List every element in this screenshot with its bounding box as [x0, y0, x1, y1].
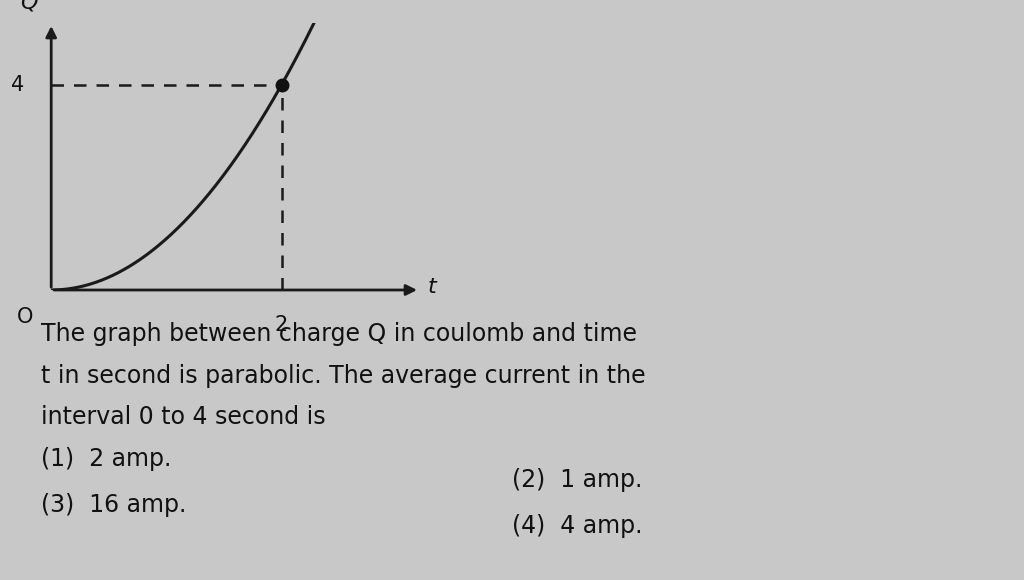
- Text: O: O: [17, 307, 34, 327]
- Text: (3)  16 amp.: (3) 16 amp.: [41, 493, 186, 517]
- Text: Q: Q: [20, 0, 38, 13]
- Text: The graph between charge Q in coulomb and time: The graph between charge Q in coulomb an…: [41, 322, 637, 346]
- Text: 4: 4: [11, 75, 25, 95]
- Text: t: t: [427, 277, 436, 298]
- Text: interval 0 to 4 second is: interval 0 to 4 second is: [41, 405, 326, 429]
- Text: (1)  2 amp.: (1) 2 amp.: [41, 447, 171, 471]
- Text: 2: 2: [275, 315, 288, 335]
- Text: (2)  1 amp.: (2) 1 amp.: [512, 468, 642, 492]
- Text: t in second is parabolic. The average current in the: t in second is parabolic. The average cu…: [41, 364, 645, 387]
- Text: (4)  4 amp.: (4) 4 amp.: [512, 514, 642, 538]
